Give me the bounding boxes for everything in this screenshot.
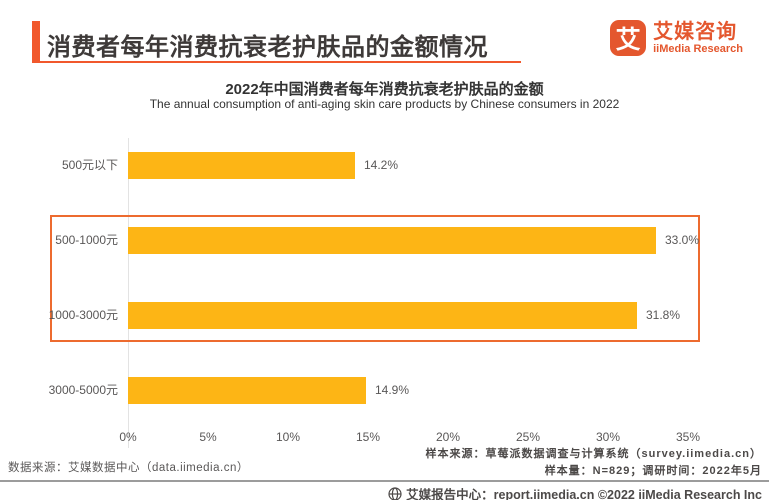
category-label: 1000-3000元 <box>48 308 118 322</box>
footer-divider <box>0 480 769 482</box>
chart-subtitle: The annual consumption of anti-aging ski… <box>149 97 620 111</box>
globe-icon <box>388 486 402 500</box>
report-center-line: 艾媒报告中心：report.iimedia.cn ©2022 iiMedia R… <box>388 484 762 500</box>
x-axis-tick: 25% <box>515 430 541 444</box>
title-underline <box>32 61 521 63</box>
report-center-text: 艾媒报告中心：report.iimedia.cn ©2022 iiMedia R… <box>406 488 762 500</box>
iimedia-logo-icon: 艾 <box>610 20 647 56</box>
y-axis-line <box>128 138 129 448</box>
sample-size-note: 样本量：N=829；调研时间：2022年5月 <box>544 465 762 477</box>
x-axis-tick: 20% <box>435 430 461 444</box>
page-title: 消费者每年消费抗衰老护肤品的金额情况 <box>47 34 488 61</box>
bar-row: 500-1000元 33.0% <box>0 227 769 254</box>
chart-title: 2022年中国消费者每年消费抗衰老护肤品的金额 <box>225 81 544 98</box>
x-axis-tick: 15% <box>355 430 381 444</box>
value-label: 33.0% <box>665 233 700 247</box>
category-label: 500元以下 <box>61 158 118 172</box>
x-axis-tick: 0% <box>119 430 137 444</box>
logo-name-en: iiMedia Research <box>653 42 743 55</box>
x-axis-tick: 5% <box>199 430 217 444</box>
x-axis-tick: 35% <box>675 430 701 444</box>
logo-name-cn: 艾媒咨询 <box>653 20 738 43</box>
bar-row: 1000-3000元 31.8% <box>0 302 769 329</box>
x-axis-tick: 30% <box>595 430 621 444</box>
bar <box>128 377 366 404</box>
category-label: 3000-5000元 <box>48 383 118 397</box>
iimedia-logo-text: 艾媒咨询 iiMedia Research <box>653 21 743 55</box>
value-label: 31.8% <box>646 308 681 322</box>
bar <box>128 302 637 329</box>
bar <box>128 152 355 179</box>
iimedia-logo: 艾 艾媒咨询 iiMedia Research <box>610 20 743 56</box>
bar <box>128 227 656 254</box>
data-source-note: 数据来源：艾媒数据中心（data.iimedia.cn） <box>8 462 249 474</box>
sample-info-block: 样本来源：草莓派数据调查与计算系统（survey.iimedia.cn） 样本量… <box>425 446 762 480</box>
sample-source-note: 样本来源：草莓派数据调查与计算系统（survey.iimedia.cn） <box>425 448 762 460</box>
category-label: 500-1000元 <box>55 233 118 247</box>
x-axis-tick: 10% <box>275 430 301 444</box>
title-accent-bar <box>32 21 40 62</box>
value-label: 14.2% <box>364 158 399 172</box>
value-label: 14.9% <box>375 383 410 397</box>
bar-row: 3000-5000元 14.9% <box>0 377 769 404</box>
bar-row: 500元以下 14.2% <box>0 152 769 179</box>
